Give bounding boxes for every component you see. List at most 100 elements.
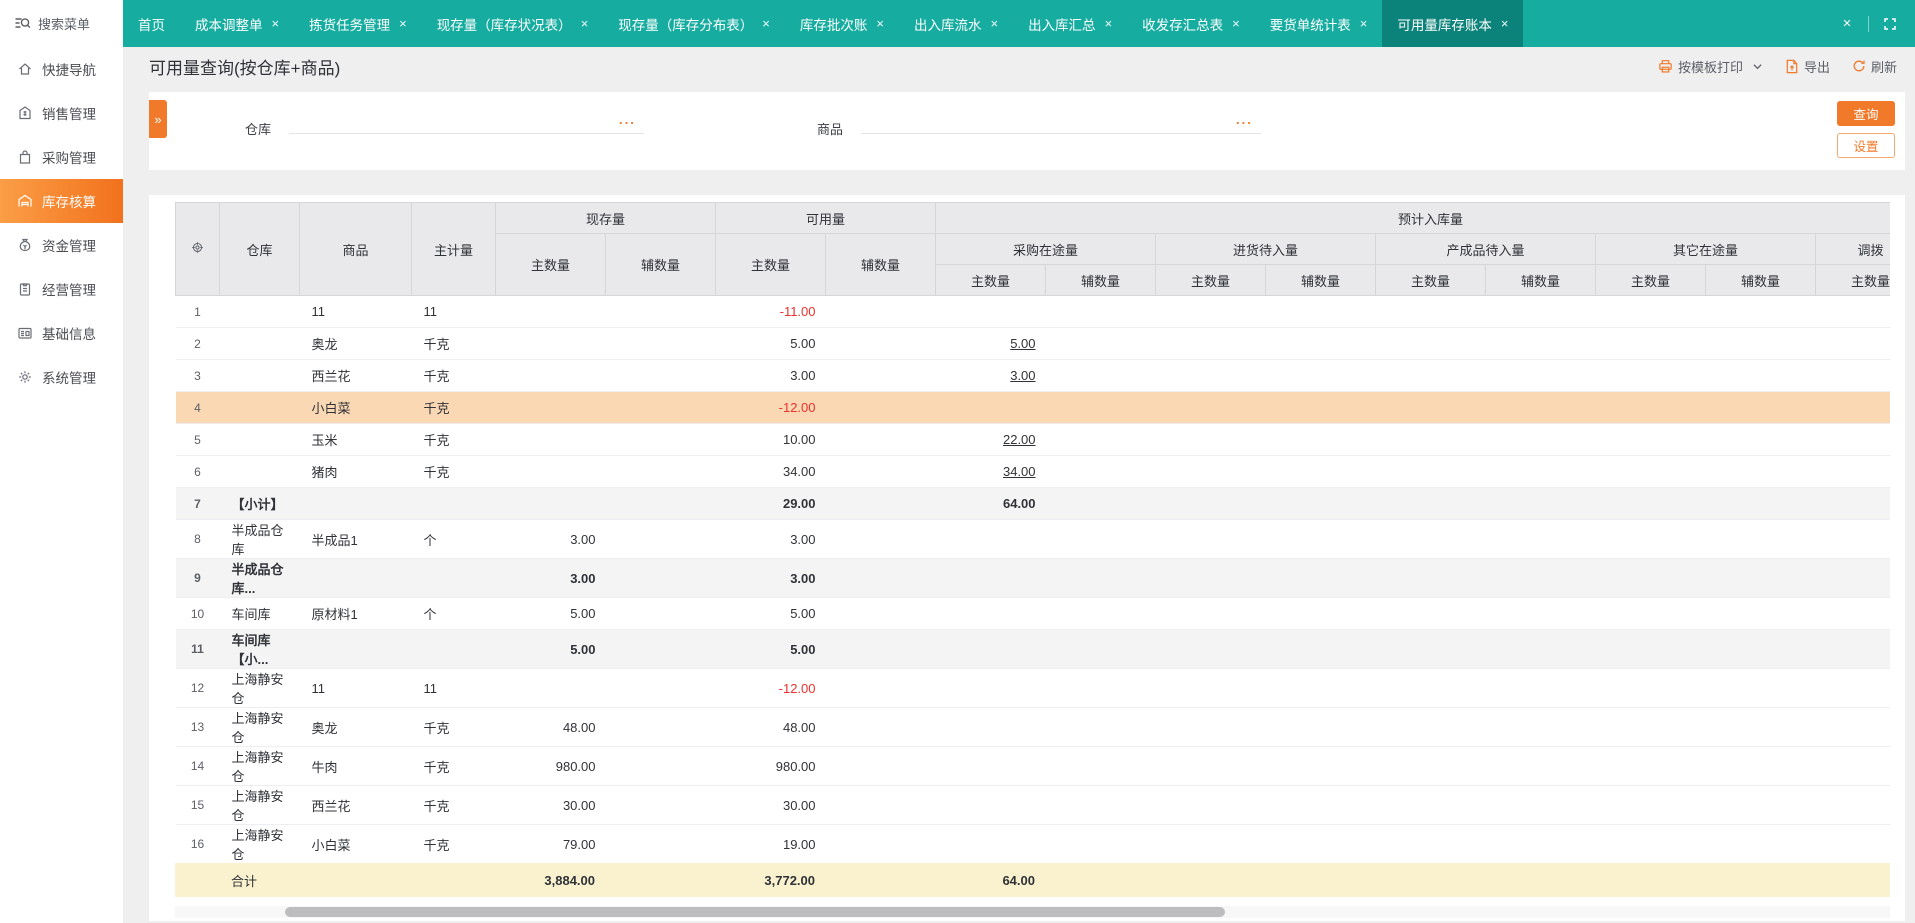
tab[interactable]: 出入库流水 × (899, 0, 1013, 47)
settings-button[interactable]: 设置 (1837, 133, 1895, 158)
warehouse-input[interactable] (289, 108, 644, 134)
table-row[interactable]: 14 上海静安仓 牛肉 千克 980.00 980.00 (175, 746, 1890, 786)
warehouse-picker-button[interactable]: ... (619, 112, 636, 127)
sidebar-item[interactable]: 销售管理 (0, 91, 123, 135)
column-header[interactable]: 主数量 (1815, 264, 1890, 296)
table-row[interactable]: 10 车间库 原材料1 个 5.00 5.00 (175, 597, 1890, 630)
horizontal-scrollbar[interactable] (175, 906, 1890, 918)
tab[interactable]: 要货单统计表 × (1255, 0, 1383, 47)
table-row[interactable]: 12 上海静安仓 11 11 -12.00 (175, 668, 1890, 708)
column-group-header[interactable]: 现存量 (494, 202, 717, 234)
warehouse-cell (219, 423, 300, 456)
table-settings-button[interactable] (175, 202, 220, 296)
tab-close-icon[interactable]: × (990, 16, 999, 31)
tab[interactable]: 现存量（库存分布表） × (603, 0, 785, 47)
tab[interactable]: 首页 (123, 0, 180, 47)
column-header[interactable]: 辅数量 (1705, 264, 1817, 296)
tab-close-icon[interactable]: × (399, 16, 407, 31)
table-row[interactable]: 7 【小计】 29.00 64.00 (175, 487, 1890, 520)
tab-close-icon[interactable]: × (580, 16, 589, 31)
tab[interactable]: 库存批次账 × (785, 0, 899, 47)
filter-expand-button[interactable]: » (149, 100, 167, 138)
quantity-cell (1485, 746, 1596, 786)
column-subgroup-header[interactable]: 进货待入量 (1155, 233, 1377, 265)
quantity-cell (935, 746, 1046, 786)
window-close-icon[interactable]: × (1842, 15, 1852, 32)
column-header[interactable]: 辅数量 (825, 233, 937, 296)
table-row[interactable]: 13 上海静安仓 奥龙 千克 48.00 48.00 (175, 707, 1890, 747)
sidebar-item[interactable]: 快捷导航 (0, 47, 123, 91)
quantity-value[interactable]: 3.00 (1010, 368, 1036, 383)
table-row[interactable]: 1 11 11 -11.00 (175, 295, 1890, 328)
column-header[interactable]: 辅数量 (604, 233, 717, 296)
table-row[interactable]: 2 奥龙 千克 5.00 5.00 (175, 327, 1890, 360)
tab[interactable]: 拣货任务管理 × (294, 0, 422, 47)
tab[interactable]: 现存量（库存状况表） × (422, 0, 604, 47)
tab-close-icon[interactable]: × (1104, 16, 1113, 31)
sidebar-item[interactable]: 库存核算 (0, 179, 123, 223)
table-row[interactable]: 8 半成品仓库 半成品1 个 3.00 3.00 (175, 519, 1890, 559)
column-header[interactable]: 商品 (299, 202, 412, 296)
tab-close-icon[interactable]: × (1232, 16, 1240, 31)
column-header[interactable]: 主数量 (1375, 264, 1487, 296)
table-row[interactable]: 6 猪肉 千克 34.00 34.00 (175, 455, 1890, 488)
export-button[interactable]: 导出 (1785, 57, 1830, 76)
quantity-cell (1265, 455, 1376, 488)
query-button[interactable]: 查询 (1837, 101, 1895, 126)
column-subgroup-header[interactable]: 产成品待入量 (1375, 233, 1597, 265)
product-input[interactable] (861, 108, 1261, 134)
column-header[interactable]: 主计量 (411, 202, 496, 296)
column-subgroup-header[interactable]: 采购在途量 (935, 233, 1157, 265)
window-maximize-icon[interactable] (1877, 11, 1903, 37)
tab[interactable]: 成本调整单 × (180, 0, 294, 47)
column-header[interactable]: 辅数量 (1485, 264, 1597, 296)
column-header[interactable]: 辅数量 (1045, 264, 1157, 296)
table-row[interactable]: 16 上海静安仓 小白菜 千克 79.00 19.00 (175, 824, 1890, 863)
tab-close-icon[interactable]: × (271, 16, 280, 31)
tab[interactable]: 出入库汇总 × (1013, 0, 1127, 47)
table-row[interactable]: 3 西兰花 千克 3.00 3.00 (175, 359, 1890, 392)
sidebar-item[interactable]: 经营管理 (0, 267, 123, 311)
column-group-header[interactable]: 预计入库量 (935, 202, 1890, 234)
quantity-value[interactable]: 22.00 (1002, 432, 1036, 447)
quantity-cell[interactable]: 5.00 (935, 327, 1046, 360)
menu-search-box[interactable]: 搜索菜单 (0, 0, 123, 47)
quantity-value: -12.00 (778, 680, 816, 696)
table-row[interactable]: 4 小白菜 千克 -12.00 (175, 391, 1890, 424)
sidebar-item[interactable]: 采购管理 (0, 135, 123, 179)
quantity-cell[interactable]: 34.00 (935, 455, 1046, 488)
column-group-header[interactable]: 可用量 (715, 202, 937, 234)
quantity-cell[interactable]: 22.00 (935, 423, 1046, 456)
print-by-template-button[interactable]: 按模板打印 (1658, 57, 1763, 76)
product-picker-button[interactable]: ... (1236, 112, 1253, 127)
table-row[interactable]: 11 车间库【小... 5.00 5.00 (175, 629, 1890, 669)
sidebar-item[interactable]: 系统管理 (0, 355, 123, 399)
quantity-value[interactable]: 5.00 (1010, 336, 1036, 351)
quantity-cell[interactable]: 3.00 (935, 359, 1046, 392)
column-subgroup-header[interactable]: 调拨 (1815, 233, 1890, 265)
column-header[interactable]: 辅数量 (1265, 264, 1377, 296)
chevron-down-icon[interactable] (1752, 61, 1763, 72)
column-header[interactable]: 主数量 (495, 233, 606, 296)
tab[interactable]: 可用量库存账本 × (1382, 0, 1524, 47)
column-header[interactable]: 主数量 (1595, 264, 1707, 296)
tab-close-icon[interactable]: × (762, 16, 770, 31)
table-row[interactable]: 5 玉米 千克 10.00 22.00 (175, 423, 1890, 456)
column-header[interactable]: 主数量 (1155, 264, 1267, 296)
tab-close-icon[interactable]: × (1500, 16, 1509, 31)
column-header[interactable]: 仓库 (219, 202, 300, 296)
tab-close-icon[interactable]: × (1359, 16, 1368, 31)
column-subgroup-header[interactable]: 其它在途量 (1595, 233, 1817, 265)
sidebar-item[interactable]: 基础信息 (0, 311, 123, 355)
quantity-value[interactable]: 34.00 (1002, 464, 1036, 479)
tab[interactable]: 收发存汇总表 × (1127, 0, 1255, 47)
table-row[interactable]: 15 上海静安仓 西兰花 千克 30.00 30.00 (175, 785, 1890, 825)
refresh-button[interactable]: 刷新 (1852, 57, 1897, 76)
table-row[interactable]: 9 半成品仓库... 3.00 3.00 (175, 558, 1890, 598)
summary-value (605, 863, 715, 897)
tab-close-icon[interactable]: × (876, 16, 884, 31)
column-header[interactable]: 主数量 (715, 233, 827, 296)
scrollbar-thumb[interactable] (285, 907, 1225, 917)
sidebar-item[interactable]: 资金管理 (0, 223, 123, 267)
column-header[interactable]: 主数量 (935, 264, 1047, 296)
